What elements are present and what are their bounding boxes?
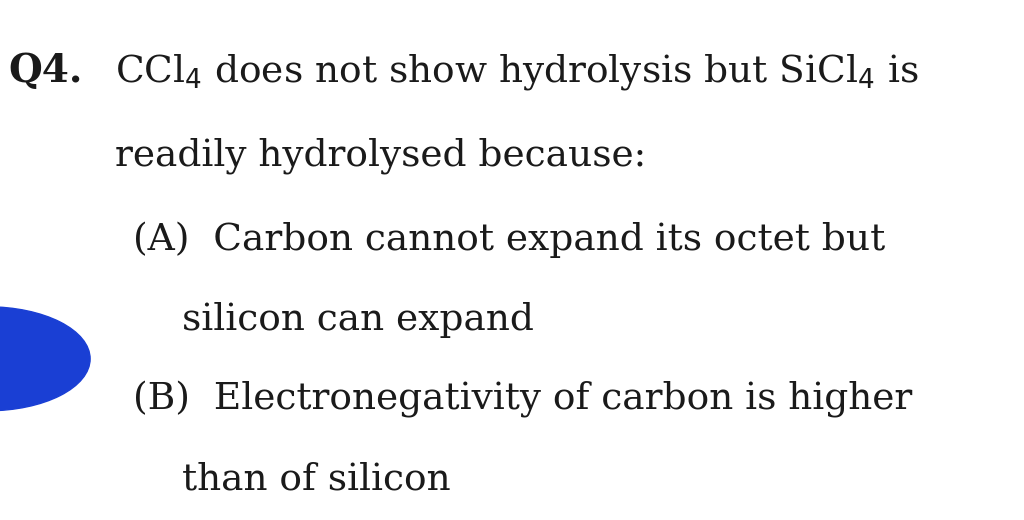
Text: (B)  Electronegativity of carbon is higher: (B) Electronegativity of carbon is highe… bbox=[133, 381, 912, 418]
Text: Q4.: Q4. bbox=[8, 52, 83, 90]
Text: (A)  Carbon cannot expand its octet but: (A) Carbon cannot expand its octet but bbox=[133, 221, 886, 257]
Text: silicon can expand: silicon can expand bbox=[182, 302, 535, 337]
Text: CCl$_4$ does not show hydrolysis but SiCl$_4$ is: CCl$_4$ does not show hydrolysis but SiC… bbox=[115, 52, 919, 92]
Circle shape bbox=[0, 307, 90, 411]
Text: than of silicon: than of silicon bbox=[182, 461, 451, 497]
Text: readily hydrolysed because:: readily hydrolysed because: bbox=[115, 138, 646, 174]
